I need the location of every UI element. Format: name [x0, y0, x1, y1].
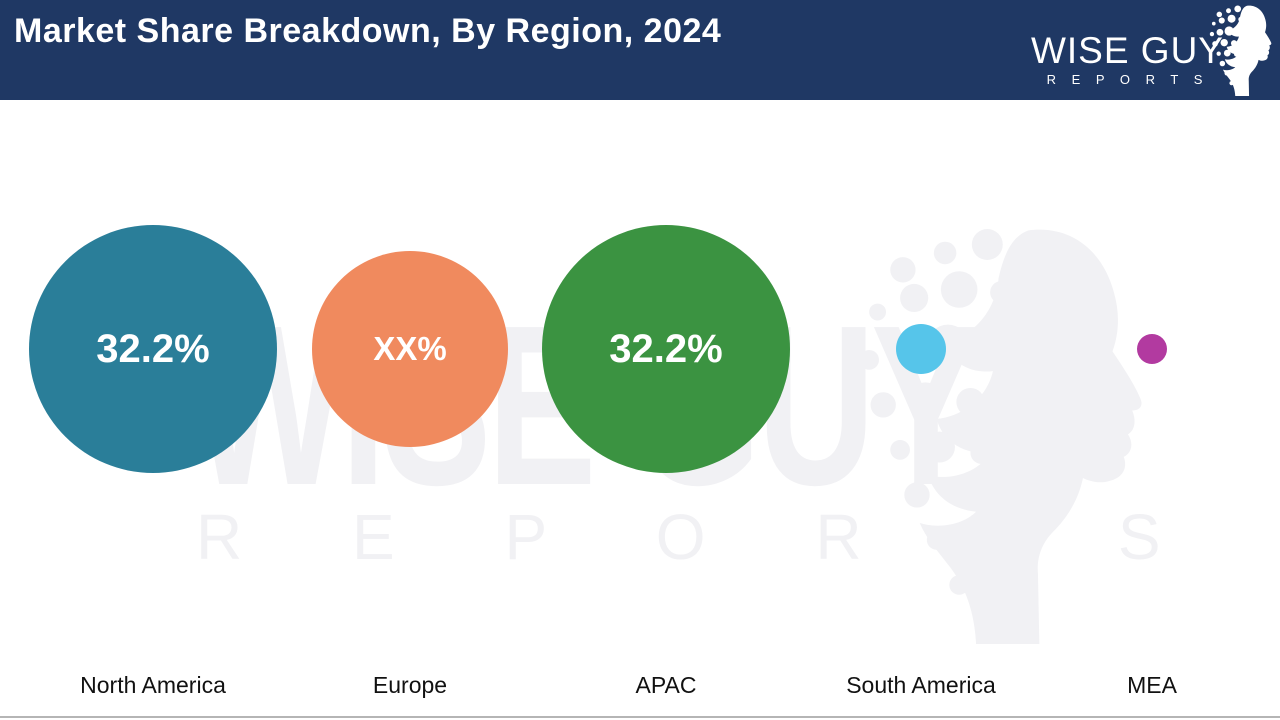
category-label-europe: Europe — [372, 672, 448, 698]
head-silhouette-icon — [1208, 4, 1276, 101]
wise-guy-logo: WISE GUY R E P O R T S — [1031, 4, 1276, 103]
category-label-apac: APAC — [635, 672, 697, 698]
watermark-head-icon — [852, 222, 1162, 649]
bottom-divider — [0, 716, 1280, 718]
watermark-subtitle: R E P O R T S — [196, 501, 1207, 573]
logo-text: WISE GUY R E P O R T S — [1031, 32, 1224, 87]
bubble-value-north-america: 32.2% — [96, 326, 210, 371]
category-label-mea: MEA — [1127, 672, 1177, 698]
category-label-south-america: South America — [846, 672, 996, 698]
logo-wordmark: WISE GUY — [1030, 30, 1224, 71]
bubble-chart: WISE GUY R E P O R T S 32.2%XX%32.2% Nor… — [0, 100, 1280, 720]
bubble-europe: XX% — [312, 251, 508, 447]
page-title: Market Share Breakdown, By Region, 2024 — [14, 12, 722, 50]
bubble-north-america: 32.2% — [29, 225, 277, 473]
category-label-north-america: North America — [80, 672, 226, 698]
bubble-mea — [1137, 334, 1167, 364]
bubble-south-america — [896, 324, 946, 374]
bubble-value-europe: XX% — [373, 330, 447, 367]
header-bar: Market Share Breakdown, By Region, 2024 … — [0, 0, 1280, 100]
bubble-apac: 32.2% — [542, 225, 790, 473]
bubble-value-apac: 32.2% — [609, 326, 723, 371]
logo-subtitle: R E P O R T S — [1046, 72, 1209, 87]
